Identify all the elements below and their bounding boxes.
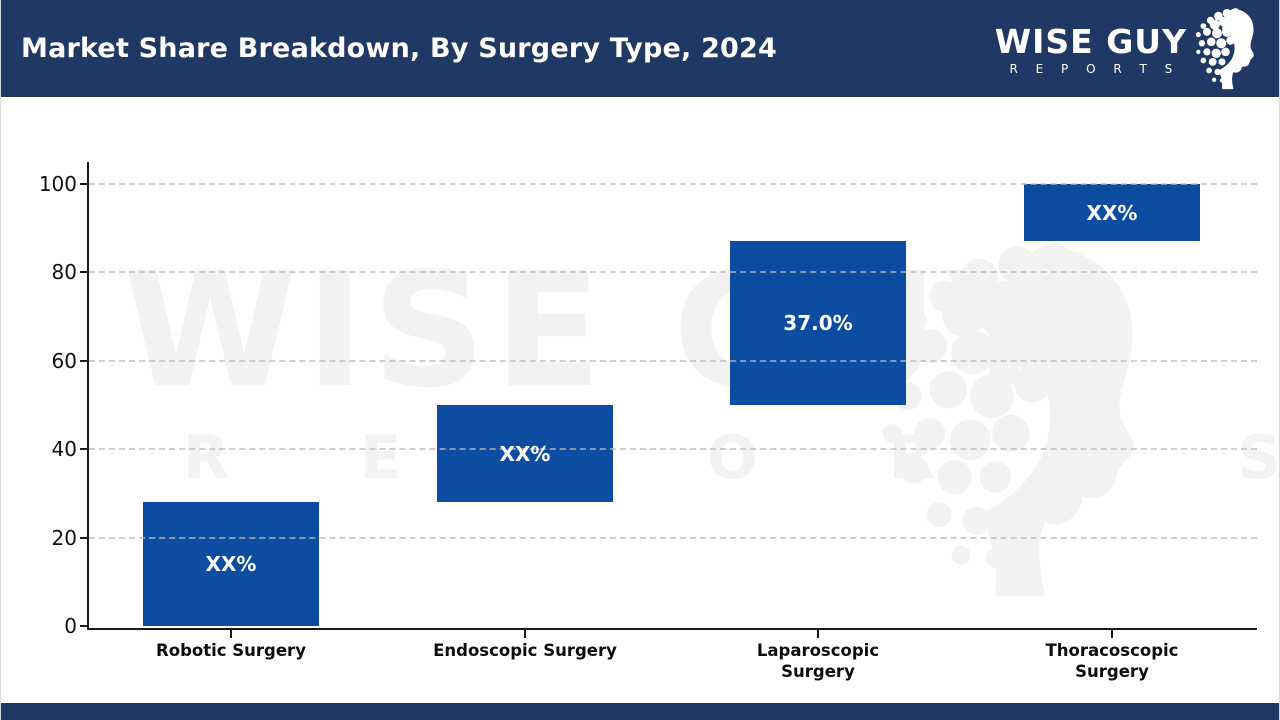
y-tick-label-60: 60 xyxy=(51,348,77,373)
y-tick-80 xyxy=(80,271,88,274)
x-tick xyxy=(524,630,526,638)
gridline-80 xyxy=(89,271,1257,274)
header-band: Market Share Breakdown, By Surgery Type,… xyxy=(1,0,1279,97)
y-tick-label-20: 20 xyxy=(51,525,77,550)
y-tick-label-40: 40 xyxy=(51,437,77,462)
bar-segment xyxy=(437,405,613,503)
y-tick-0 xyxy=(80,625,88,627)
logo-subtitle: R E P O R T S xyxy=(1009,62,1180,76)
bar-segment xyxy=(730,241,906,405)
page-title: Market Share Breakdown, By Surgery Type,… xyxy=(21,33,778,64)
y-tick-60 xyxy=(80,359,88,362)
gridline-60 xyxy=(89,359,1257,362)
x-tick xyxy=(817,630,819,638)
bar-value-label: XX% xyxy=(499,441,551,466)
y-tick-20 xyxy=(80,536,88,539)
x-tick-label: Endoscopic Surgery xyxy=(433,641,617,660)
bar-value-label: 37.0% xyxy=(783,311,853,336)
watermark-head-icon xyxy=(881,243,1134,596)
gridline-100 xyxy=(89,183,1257,185)
bar-value-label: XX% xyxy=(1086,200,1138,225)
y-axis-line xyxy=(87,162,89,630)
x-tick-label: Robotic Surgery xyxy=(156,641,306,660)
y-tick-100 xyxy=(80,183,88,185)
y-tick-label-100: 100 xyxy=(38,172,77,196)
bar-value-label: XX% xyxy=(205,552,257,577)
x-tick-label: Thoracoscopic Surgery xyxy=(1045,641,1179,681)
x-tick xyxy=(230,630,232,638)
wise-guy-logo: WISE GUY R E P O R T S xyxy=(995,6,1265,92)
logo-text: WISE GUY R E P O R T S xyxy=(995,22,1187,76)
y-tick-label-0: 0 xyxy=(64,614,77,638)
x-tick-label: Laparoscopic Surgery xyxy=(756,641,880,681)
x-tick xyxy=(1111,630,1113,638)
logo-wordmark: WISE GUY xyxy=(994,22,1187,61)
gridline-20 xyxy=(89,536,1257,539)
bar-segment xyxy=(143,502,319,626)
gridline-40 xyxy=(89,448,1257,451)
footer-band xyxy=(1,703,1279,720)
y-tick-40 xyxy=(80,448,88,451)
dotted-head-logo-icon xyxy=(1195,8,1254,90)
y-tick-label-80: 80 xyxy=(51,260,77,285)
bar-segment xyxy=(1024,184,1200,242)
x-axis-line xyxy=(87,628,1257,630)
